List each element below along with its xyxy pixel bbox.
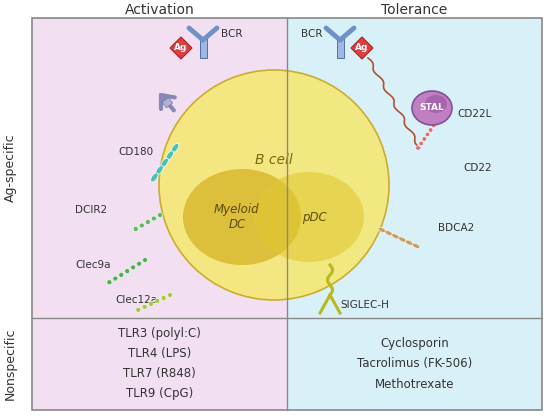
- Polygon shape: [351, 37, 373, 59]
- Polygon shape: [161, 296, 167, 300]
- Circle shape: [416, 146, 420, 150]
- Text: Nonspecific: Nonspecific: [3, 328, 16, 400]
- Text: pDC: pDC: [301, 210, 327, 223]
- Text: DCIR2: DCIR2: [75, 205, 107, 215]
- Polygon shape: [133, 227, 139, 231]
- Polygon shape: [151, 216, 157, 221]
- Circle shape: [438, 114, 442, 119]
- Bar: [32, 318, 287, 410]
- Ellipse shape: [392, 234, 399, 239]
- Ellipse shape: [412, 243, 420, 248]
- Polygon shape: [139, 223, 145, 228]
- Circle shape: [435, 119, 439, 123]
- Text: BCR: BCR: [221, 29, 243, 39]
- Text: Tolerance: Tolerance: [381, 3, 448, 17]
- Text: Cyclosporin
Tacrolimus (FK-506)
Methotrexate: Cyclosporin Tacrolimus (FK-506) Methotre…: [357, 337, 472, 391]
- Bar: [287, 318, 542, 410]
- Text: CD22L: CD22L: [457, 109, 492, 119]
- Text: Ag: Ag: [355, 44, 369, 52]
- Ellipse shape: [159, 70, 389, 300]
- Bar: [32, 18, 287, 318]
- Ellipse shape: [156, 166, 163, 175]
- Circle shape: [425, 132, 430, 137]
- Ellipse shape: [254, 172, 364, 262]
- Text: Myeloid
DC: Myeloid DC: [214, 203, 260, 231]
- Polygon shape: [107, 280, 112, 285]
- Ellipse shape: [172, 144, 179, 153]
- Bar: [336, 38, 344, 58]
- Text: Clec9a: Clec9a: [75, 260, 111, 270]
- Text: B cell: B cell: [255, 153, 293, 167]
- Ellipse shape: [412, 91, 452, 125]
- Text: Ag-specific: Ag-specific: [3, 134, 16, 202]
- Polygon shape: [167, 292, 173, 297]
- Ellipse shape: [425, 95, 447, 113]
- Polygon shape: [130, 265, 136, 270]
- Polygon shape: [136, 261, 142, 266]
- Polygon shape: [142, 305, 147, 309]
- Bar: [162, 97, 173, 108]
- Text: TLR3 (polyl:C)
TLR4 (LPS)
TLR7 (R848)
TLR9 (CpG): TLR3 (polyl:C) TLR4 (LPS) TLR7 (R848) TL…: [118, 327, 201, 401]
- Text: CD180: CD180: [118, 147, 153, 157]
- Ellipse shape: [183, 169, 301, 265]
- Text: BCR: BCR: [300, 29, 322, 39]
- Text: STAL: STAL: [420, 104, 444, 112]
- Text: Clec12a: Clec12a: [115, 295, 157, 305]
- Polygon shape: [155, 299, 160, 303]
- Ellipse shape: [151, 173, 158, 182]
- Ellipse shape: [406, 240, 413, 245]
- Polygon shape: [170, 37, 192, 59]
- Polygon shape: [142, 258, 148, 262]
- Circle shape: [422, 137, 426, 141]
- Text: CD22: CD22: [463, 163, 492, 173]
- Polygon shape: [157, 213, 163, 218]
- Ellipse shape: [385, 230, 393, 236]
- Polygon shape: [145, 220, 151, 224]
- Bar: [199, 38, 207, 58]
- Text: Ag: Ag: [174, 44, 187, 52]
- Polygon shape: [124, 269, 130, 273]
- Ellipse shape: [161, 158, 168, 167]
- Polygon shape: [118, 272, 124, 277]
- Text: Activation: Activation: [124, 3, 195, 17]
- Text: SIGLEC-H: SIGLEC-H: [340, 300, 389, 310]
- Ellipse shape: [398, 237, 406, 242]
- Polygon shape: [135, 307, 141, 312]
- Ellipse shape: [378, 228, 386, 233]
- Text: BDCA2: BDCA2: [438, 223, 474, 233]
- Bar: [287, 18, 542, 318]
- Polygon shape: [112, 276, 118, 281]
- Circle shape: [431, 123, 436, 128]
- Polygon shape: [148, 302, 154, 306]
- Ellipse shape: [166, 151, 174, 160]
- Circle shape: [429, 128, 433, 132]
- Circle shape: [419, 141, 424, 146]
